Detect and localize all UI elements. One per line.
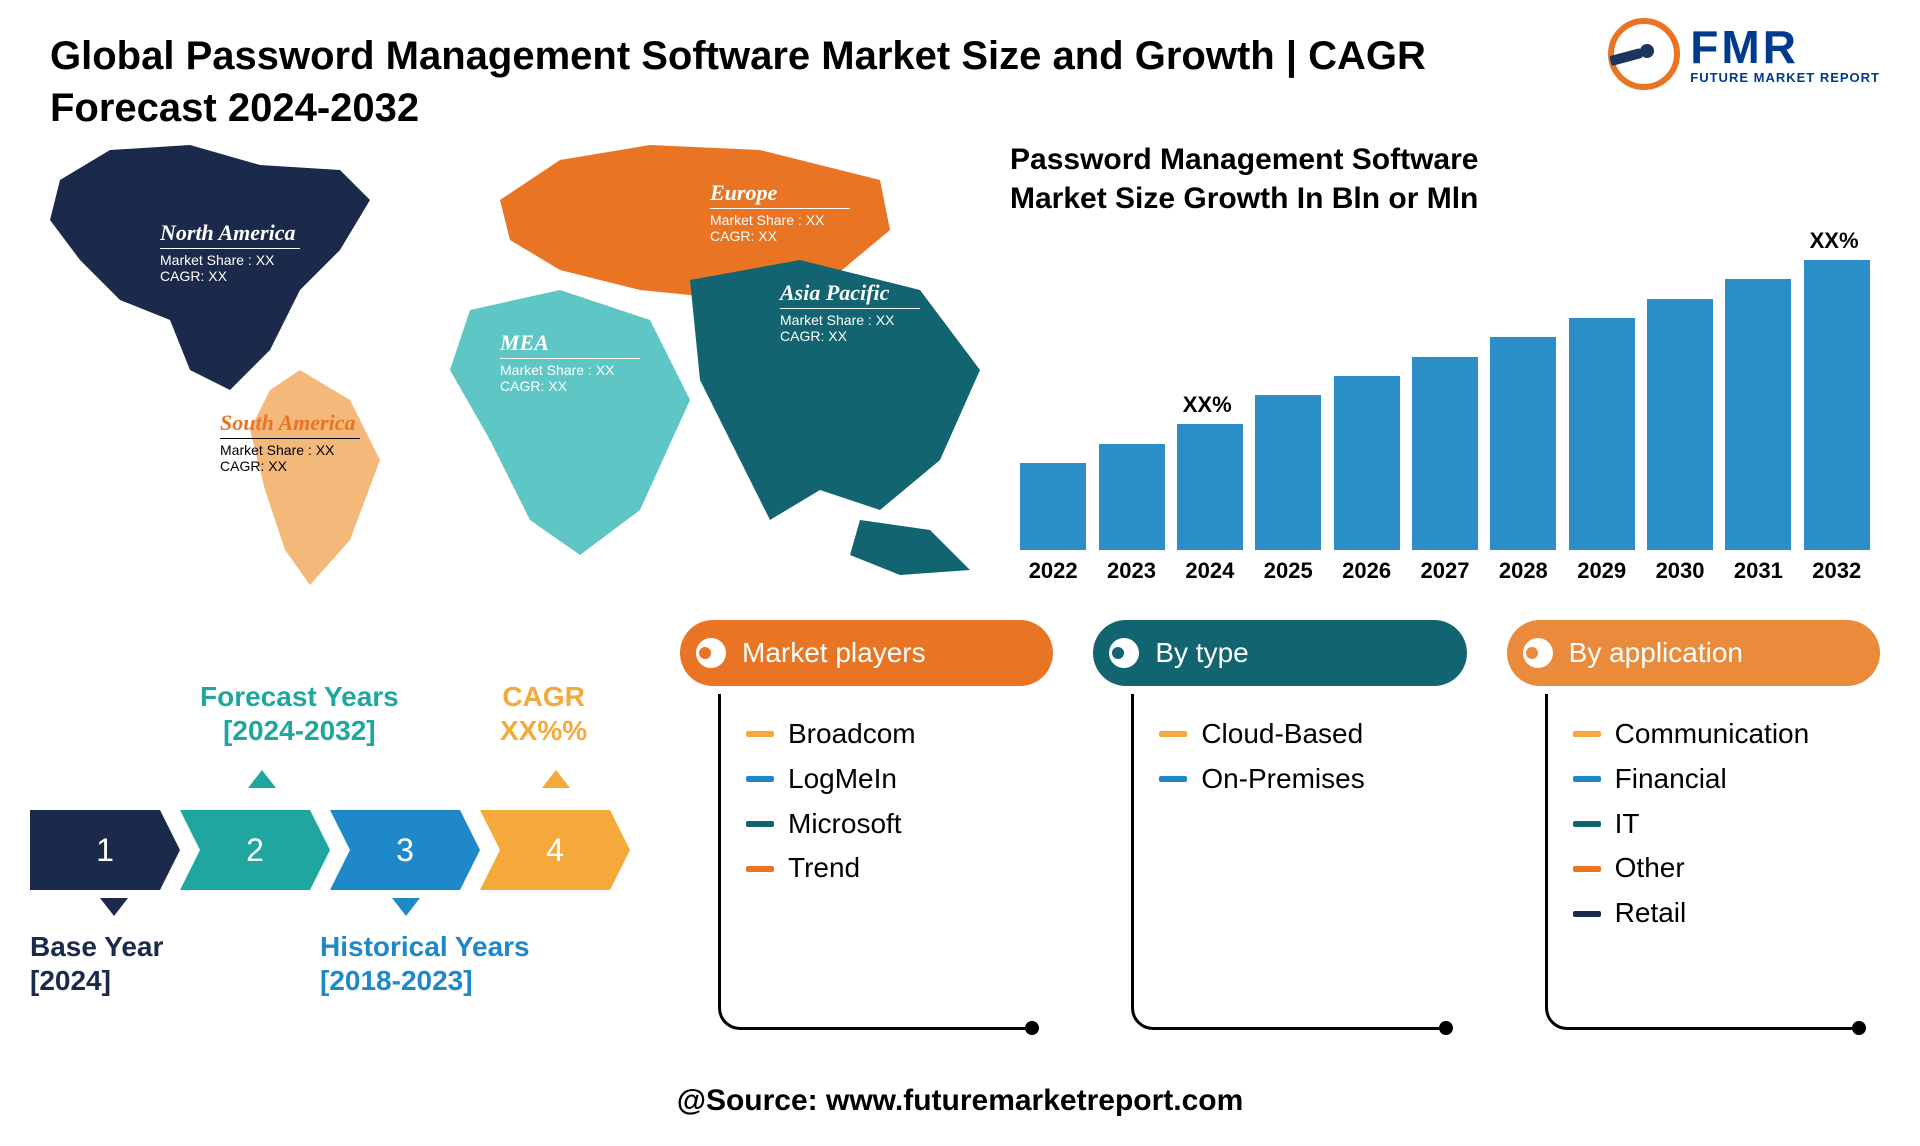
bar-2022: 2022 (1020, 463, 1086, 550)
bar-2024: 2024XX% (1177, 424, 1243, 550)
continent-mea: MEA Market Share : XX CAGR: XX (440, 290, 700, 560)
bar-chart-plot: 202220232024XX%2025202620272028202920302… (1020, 260, 1870, 550)
bar-year-label: 2026 (1328, 558, 1406, 584)
continent-north-america: North America Market Share : XX CAGR: XX (40, 140, 380, 400)
forecast-label: Forecast Years [2024-2032] (200, 680, 399, 747)
region-na-name: North America (160, 220, 300, 245)
timeline-step-2: 2 (180, 810, 330, 890)
hist-years-label: Historical Years [2018-2023] (320, 930, 530, 997)
timeline-step-1: 1 (30, 810, 180, 890)
bar-year-label: 2024 (1171, 558, 1249, 584)
bar-callout: XX% (1183, 392, 1232, 418)
bar-rect (1020, 463, 1086, 550)
bracket-icon (1131, 694, 1444, 1030)
source-attribution: @Source: www.futuremarketreport.com (0, 1084, 1920, 1118)
continent-asia-pacific: Asia Pacific Market Share : XX CAGR: XX (680, 260, 990, 580)
bar-2023: 2023 (1098, 444, 1164, 550)
timeline-step-4: 4 (480, 810, 630, 890)
bar-year-label: 2022 (1014, 558, 1092, 584)
bracket-icon (718, 694, 1031, 1030)
bar-2025: 2025 (1255, 395, 1321, 550)
bar-2030: 2030 (1647, 299, 1713, 550)
globe-icon (1608, 18, 1680, 90)
bar-2026: 2026 (1333, 376, 1399, 550)
category-pill: By application (1507, 620, 1880, 686)
bar-year-label: 2032 (1798, 558, 1876, 584)
bar-callout: XX% (1810, 228, 1859, 254)
category-by-type: By typeCloud-BasedOn-Premises (1093, 620, 1466, 1040)
world-map: North America Market Share : XX CAGR: XX… (40, 140, 980, 590)
bar-year-label: 2029 (1563, 558, 1641, 584)
bar-2031: 2031 (1725, 279, 1791, 550)
region-mea-cagr: CAGR: XX (500, 378, 640, 394)
bar-rect (1725, 279, 1791, 550)
bullet-icon (1523, 638, 1553, 668)
logo-subtitle: FUTURE MARKET REPORT (1690, 70, 1880, 85)
bar-rect (1804, 260, 1870, 550)
region-mea-share: Market Share : XX (500, 362, 640, 378)
bar-rect (1177, 424, 1243, 550)
region-eu-share: Market Share : XX (710, 212, 850, 228)
category-by-application: By applicationCommunicationFinancialITOt… (1507, 620, 1880, 1040)
category-title: Market players (742, 637, 926, 669)
region-na-cagr: CAGR: XX (160, 268, 300, 284)
category-pill: By type (1093, 620, 1466, 686)
bar-chart: Password Management Software Market Size… (1010, 140, 1880, 590)
region-eu-name: Europe (710, 180, 850, 205)
bullet-icon (1109, 638, 1139, 668)
bar-year-label: 2028 (1484, 558, 1562, 584)
bar-rect (1569, 318, 1635, 550)
cagr-label: CAGR XX%% (500, 680, 587, 747)
base-arrow-icon (100, 898, 128, 916)
bar-year-label: 2025 (1249, 558, 1327, 584)
continent-south-america: South America Market Share : XX CAGR: XX (230, 370, 390, 590)
region-sa-cagr: CAGR: XX (220, 458, 360, 474)
category-columns: Market playersBroadcomLogMeInMicrosoftTr… (680, 620, 1880, 1040)
fmr-logo: FMR FUTURE MARKET REPORT (1608, 18, 1880, 90)
region-ap-share: Market Share : XX (780, 312, 920, 328)
bar-year-label: 2030 (1641, 558, 1719, 584)
region-eu-cagr: CAGR: XX (710, 228, 850, 244)
bullet-icon (696, 638, 726, 668)
region-na-share: Market Share : XX (160, 252, 300, 268)
bar-year-label: 2027 (1406, 558, 1484, 584)
bar-2029: 2029 (1569, 318, 1635, 550)
timeline-strip: 1234 (30, 810, 630, 890)
bar-2028: 2028 (1490, 337, 1556, 550)
base-year-label: Base Year [2024] (30, 930, 163, 997)
bar-year-label: 2023 (1093, 558, 1171, 584)
category-pill: Market players (680, 620, 1053, 686)
region-mea-name: MEA (500, 330, 640, 355)
region-sa-name: South America (220, 410, 360, 435)
bar-rect (1099, 444, 1165, 550)
page-title: Global Password Management Software Mark… (50, 30, 1570, 134)
timeline-step-3: 3 (330, 810, 480, 890)
region-ap-cagr: CAGR: XX (780, 328, 920, 344)
bar-rect (1334, 376, 1400, 550)
category-market-players: Market playersBroadcomLogMeInMicrosoftTr… (680, 620, 1053, 1040)
category-title: By type (1155, 637, 1248, 669)
hist-arrow-icon (392, 898, 420, 916)
bracket-icon (1545, 694, 1858, 1030)
bar-rect (1647, 299, 1713, 550)
bar-2027: 2027 (1412, 357, 1478, 550)
region-sa-share: Market Share : XX (220, 442, 360, 458)
timeline-block: Forecast Years [2024-2032] CAGR XX%% 123… (30, 640, 650, 1000)
bar-year-label: 2031 (1719, 558, 1797, 584)
bar-2032: 2032XX% (1804, 260, 1870, 550)
category-title: By application (1569, 637, 1743, 669)
bar-chart-title: Password Management Software Market Size… (1010, 140, 1550, 218)
bar-rect (1412, 357, 1478, 550)
cagr-arrow-icon (542, 770, 570, 788)
forecast-arrow-icon (248, 770, 276, 788)
region-ap-name: Asia Pacific (780, 280, 920, 305)
logo-text: FMR (1690, 24, 1880, 70)
bar-rect (1490, 337, 1556, 550)
bar-rect (1255, 395, 1321, 550)
